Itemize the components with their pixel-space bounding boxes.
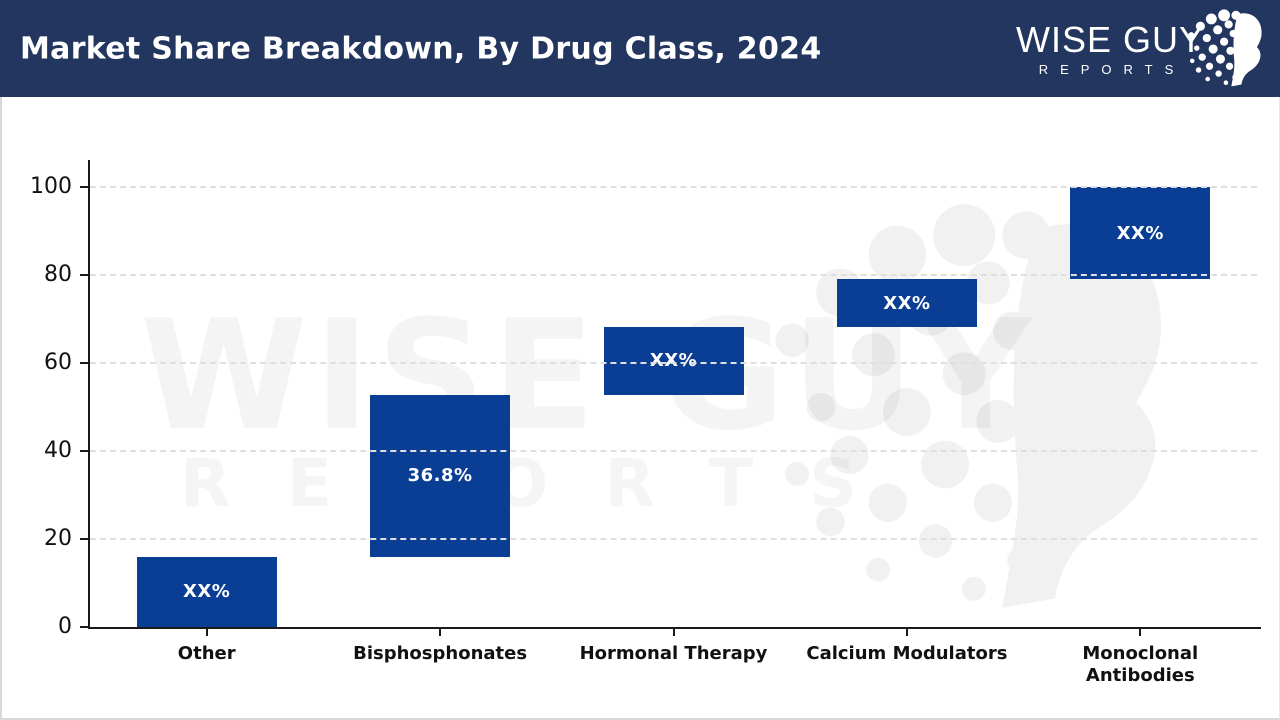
wiseguy-face-icon bbox=[1188, 9, 1262, 87]
category-label: Monoclonal Antibodies bbox=[1082, 643, 1199, 686]
category-label: Hormonal Therapy bbox=[579, 643, 768, 664]
bar-segment: XX% bbox=[836, 279, 977, 327]
x-tick bbox=[439, 629, 442, 636]
y-tick bbox=[80, 362, 88, 364]
y-tick bbox=[80, 450, 88, 452]
y-axis-line bbox=[88, 160, 90, 629]
x-axis-line bbox=[88, 627, 1261, 629]
waterfall-chart: XX% Other 36.8% Bisphosphonates XX% Hormonal … bbox=[2, 97, 1280, 720]
y-tick-label: 0 bbox=[58, 614, 72, 639]
page-title: Market Share Breakdown, By Drug Class, 2… bbox=[20, 31, 822, 66]
bar-value-label: XX% bbox=[649, 350, 698, 372]
bar-value-label: XX% bbox=[883, 292, 931, 314]
header-bar: Market Share Breakdown, By Drug Class, 2… bbox=[0, 0, 1280, 97]
y-tick-label: 60 bbox=[44, 350, 72, 375]
bar-value-label: 36.8% bbox=[407, 465, 473, 487]
category-label: Calcium Modulators bbox=[806, 643, 1008, 664]
gridline bbox=[90, 538, 1257, 540]
x-tick bbox=[672, 629, 675, 636]
y-tick bbox=[80, 186, 88, 188]
x-tick bbox=[205, 629, 208, 636]
gridline bbox=[90, 186, 1257, 188]
bar-segment: 36.8% bbox=[370, 394, 511, 557]
gridline bbox=[90, 450, 1257, 452]
y-tick bbox=[80, 538, 88, 540]
bar-value-label: XX% bbox=[1116, 222, 1164, 244]
bar-segment: XX% bbox=[603, 326, 744, 395]
y-tick bbox=[80, 626, 88, 628]
gridline bbox=[90, 362, 1257, 364]
logo-wordmark: WISE GUY bbox=[1016, 19, 1205, 60]
wiseguy-logo: WISE GUY REPORTS bbox=[1016, 6, 1266, 92]
watermark-subtitle: REPORTS bbox=[180, 445, 913, 522]
logo-text: WISE GUY REPORTS bbox=[1016, 19, 1205, 78]
bar-segment: XX% bbox=[1070, 187, 1211, 280]
y-tick-label: 20 bbox=[44, 526, 72, 551]
y-tick bbox=[80, 274, 88, 276]
category-label: Bisphosphonates bbox=[353, 643, 528, 664]
chart-panel: WISE GUY REPORTS XX%Other36.8%Bisphospho… bbox=[0, 97, 1280, 720]
category-label: Other bbox=[177, 643, 236, 664]
y-tick-label: 80 bbox=[44, 262, 72, 287]
x-tick bbox=[905, 629, 908, 636]
gridline bbox=[90, 274, 1257, 276]
y-tick-label: 40 bbox=[44, 438, 72, 463]
bar-segment: XX% bbox=[136, 556, 277, 627]
x-tick bbox=[1139, 629, 1142, 636]
bar-value-label: XX% bbox=[183, 581, 231, 603]
logo-subtitle: REPORTS bbox=[1038, 62, 1186, 77]
y-tick-label: 100 bbox=[30, 174, 72, 199]
